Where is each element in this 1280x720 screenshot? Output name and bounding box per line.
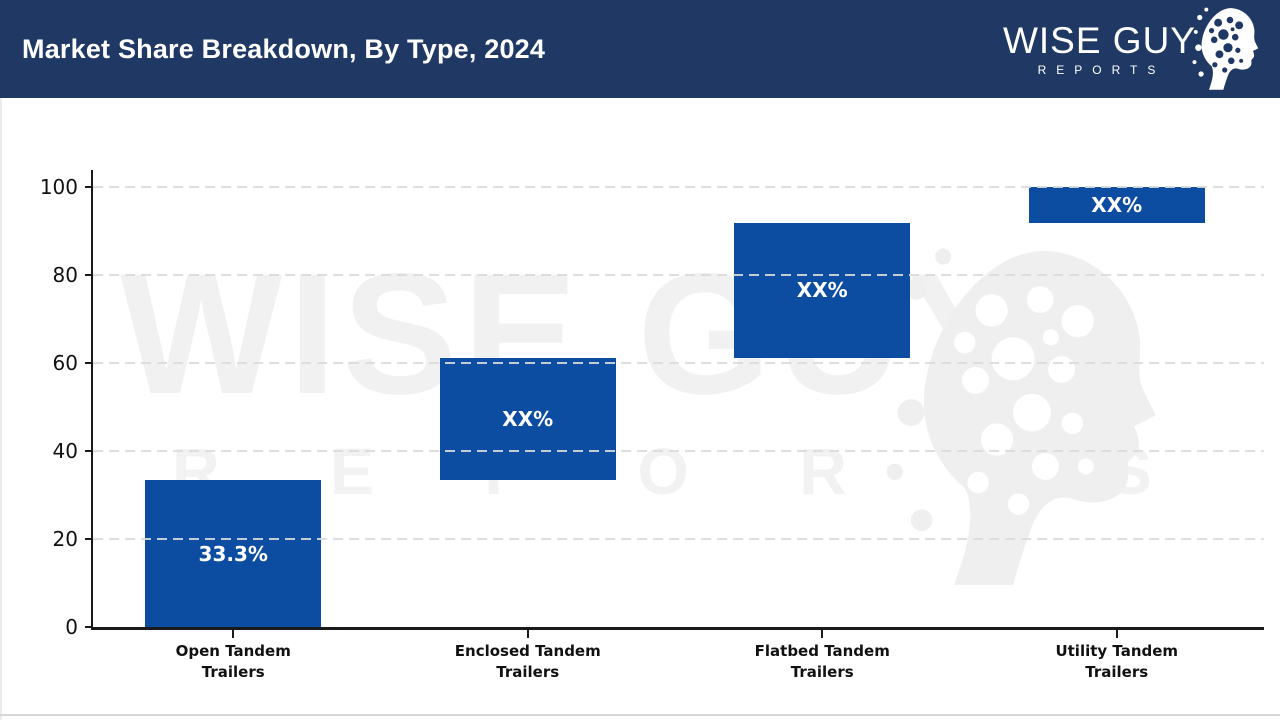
y-tick-label-40: 40 <box>52 439 78 463</box>
gridline-100 <box>93 186 1264 188</box>
y-axis-line <box>91 170 93 630</box>
y-tick-label-60: 60 <box>52 351 78 375</box>
gridline-40 <box>93 450 1264 452</box>
bar-value-label: 33.3% <box>198 541 268 566</box>
brand-subtext: REPORTS <box>1037 62 1166 77</box>
x-category-label-line: Open Tandem <box>175 642 291 660</box>
x-category-label-2: Flatbed Tandem Trailers <box>682 641 962 683</box>
bottom-hairline <box>0 714 1280 716</box>
x-category-label-line: Trailers <box>1085 663 1149 681</box>
bar-utility-tandem-trailers: XX% <box>1028 187 1205 223</box>
y-tick-mark-40 <box>85 450 93 452</box>
chart-canvas: WISE GUY R E P O R T S 0 20 40 60 80 100 33.3%… <box>0 98 1280 720</box>
y-tick-mark-0 <box>85 626 93 628</box>
x-tick-mark-2 <box>821 630 824 638</box>
brand-logo: WISE GUY REPORTS <box>1003 0 1280 98</box>
page-title: Market Share Breakdown, By Type, 2024 <box>22 33 546 64</box>
y-tick-label-0: 0 <box>65 615 78 639</box>
x-axis-line <box>91 627 1264 630</box>
header-bar: Market Share Breakdown, By Type, 2024 WI… <box>0 0 1280 98</box>
y-tick-mark-100 <box>85 186 93 188</box>
x-tick-mark-1 <box>526 630 529 638</box>
gridline-20 <box>93 538 1264 540</box>
y-tick-label-80: 80 <box>52 263 78 287</box>
y-tick-label-20: 20 <box>52 527 78 551</box>
x-category-label-line: Trailers <box>790 663 854 681</box>
y-tick-label-100: 100 <box>39 175 78 199</box>
bar-value-label: XX% <box>1091 192 1143 217</box>
x-category-label-0: Open Tandem Trailers <box>93 641 373 683</box>
x-tick-mark-0 <box>232 630 235 638</box>
x-category-label-line: Trailers <box>201 663 265 681</box>
x-category-label-line: Trailers <box>496 663 560 681</box>
gridline-80 <box>93 274 1264 276</box>
watermark-dotted-head-icon <box>886 248 1156 585</box>
bar-flatbed-tandem-trailers: XX% <box>734 222 911 359</box>
x-category-label-line: Enclosed Tandem <box>454 642 601 660</box>
bar-open-tandem-trailers: 33.3% <box>145 480 322 627</box>
brand-wordmark: WISE GUY <box>1002 19 1196 61</box>
brand-logo-text: WISE GUY REPORTS <box>1003 22 1196 77</box>
bar-enclosed-tandem-trailers: XX% <box>439 358 616 481</box>
x-category-label-1: Enclosed Tandem Trailers <box>388 641 668 683</box>
x-category-label-line: Flatbed Tandem <box>754 642 890 660</box>
watermark-subtext: R E P O R T S <box>172 434 1198 508</box>
y-tick-mark-80 <box>85 274 93 276</box>
x-tick-mark-3 <box>1115 630 1118 638</box>
dotted-head-logo-icon <box>1192 7 1259 90</box>
x-category-label-3: Utility Tandem Trailers <box>977 641 1257 683</box>
gridline-60 <box>93 362 1264 364</box>
y-tick-mark-60 <box>85 362 93 364</box>
bar-value-label: XX% <box>796 278 848 303</box>
x-category-label-line: Utility Tandem <box>1055 642 1179 660</box>
bar-value-label: XX% <box>502 407 554 432</box>
y-tick-mark-20 <box>85 538 93 540</box>
